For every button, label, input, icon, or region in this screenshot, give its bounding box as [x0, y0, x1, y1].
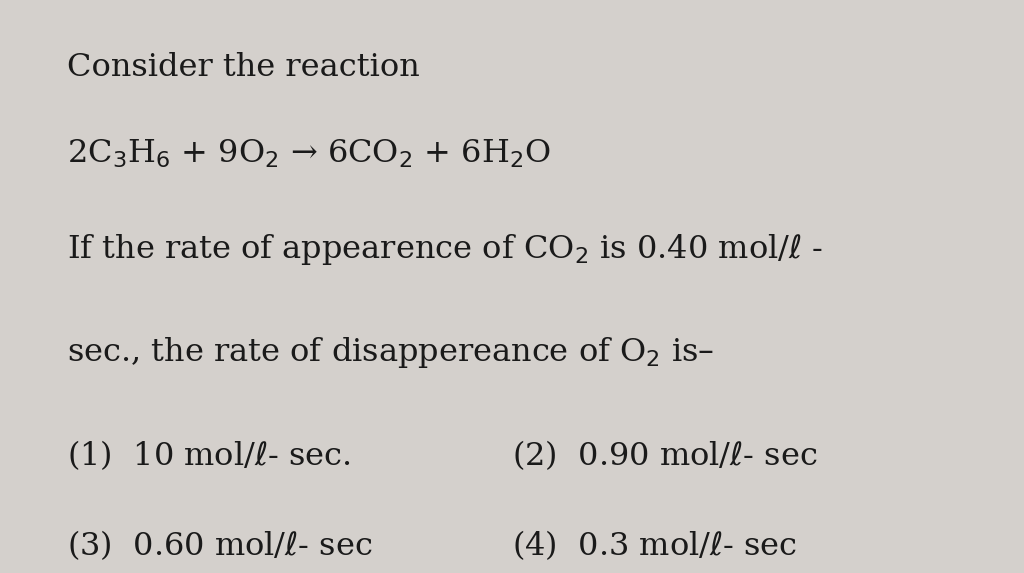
Text: 2C$_3$H$_6$ + 9O$_2$ → 6CO$_2$ + 6H$_2$O: 2C$_3$H$_6$ + 9O$_2$ → 6CO$_2$ + 6H$_2$O — [67, 138, 551, 170]
Text: (1)  10 mol/$\ell$- sec.: (1) 10 mol/$\ell$- sec. — [67, 438, 350, 472]
Text: (4)  0.3 mol/$\ell$- sec: (4) 0.3 mol/$\ell$- sec — [512, 528, 798, 562]
Text: Consider the reaction: Consider the reaction — [67, 52, 419, 83]
Text: (3)  0.60 mol/$\ell$- sec: (3) 0.60 mol/$\ell$- sec — [67, 528, 373, 562]
Text: (2)  0.90 mol/$\ell$- sec: (2) 0.90 mol/$\ell$- sec — [512, 438, 818, 472]
Text: If the rate of appearence of CO$_2$ is 0.40 mol/$\ell$ -: If the rate of appearence of CO$_2$ is 0… — [67, 232, 822, 267]
Text: sec., the rate of disappereance of O$_2$ is–: sec., the rate of disappereance of O$_2$… — [67, 335, 714, 370]
